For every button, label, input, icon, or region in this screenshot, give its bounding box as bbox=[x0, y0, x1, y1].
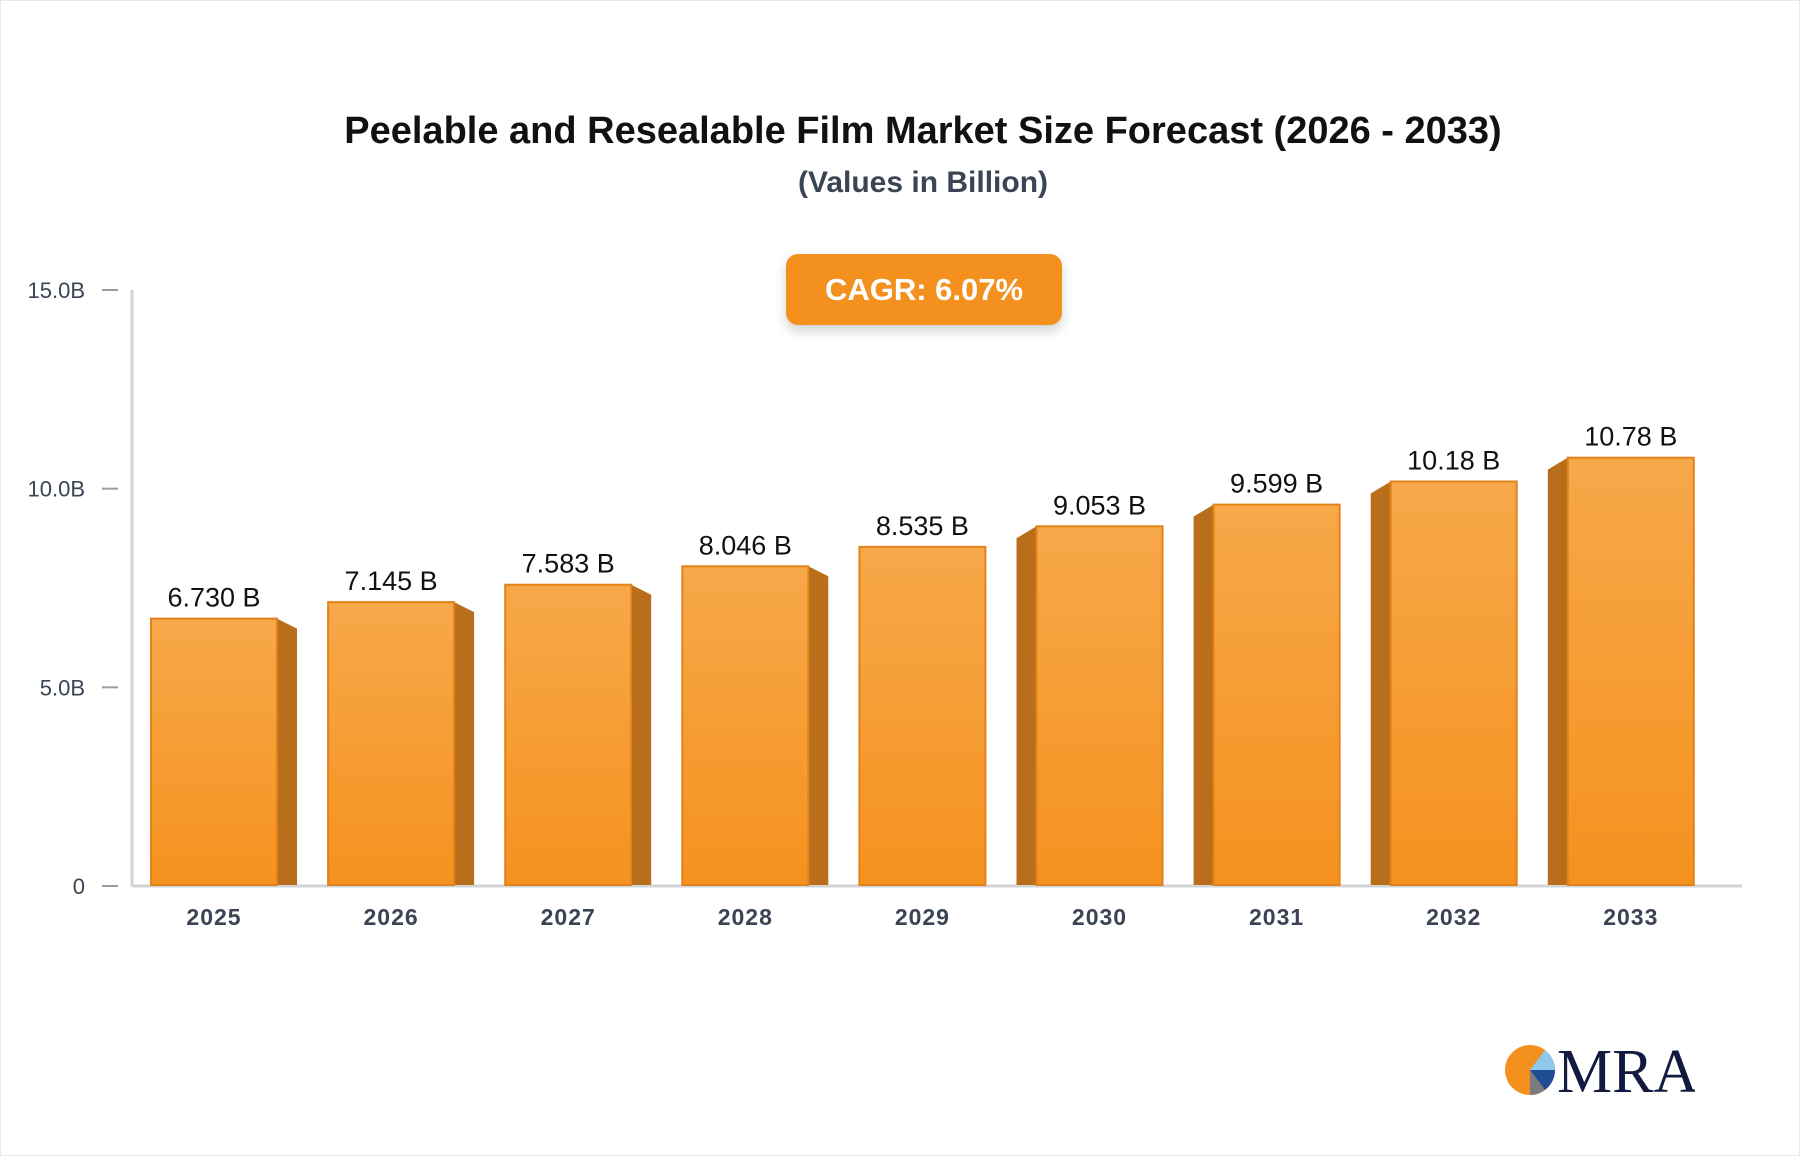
bar-side-face bbox=[1193, 504, 1214, 885]
bar bbox=[1389, 480, 1518, 886]
data-label: 8.535 B bbox=[876, 511, 969, 541]
x-tick-label: 2026 bbox=[364, 904, 419, 930]
bar-side-face bbox=[454, 602, 475, 885]
data-label: 7.145 B bbox=[345, 566, 438, 596]
x-tick-label: 2032 bbox=[1426, 904, 1481, 930]
bar-side-face bbox=[1370, 481, 1391, 885]
cagr-badge: CAGR: 6.07% bbox=[786, 254, 1062, 325]
x-tick-label: 2027 bbox=[541, 904, 596, 930]
x-tick-label: 2028 bbox=[718, 904, 773, 930]
chart-title: Peelable and Resealable Film Market Size… bbox=[344, 110, 1502, 152]
bar bbox=[1212, 503, 1341, 886]
bar-side-face bbox=[1016, 526, 1037, 885]
bar bbox=[327, 601, 456, 886]
bar bbox=[681, 565, 810, 886]
bar bbox=[504, 583, 633, 886]
y-tick-label: 15.0B bbox=[28, 278, 86, 303]
data-label: 7.583 B bbox=[522, 549, 615, 579]
bar-side-face bbox=[1547, 457, 1568, 885]
x-tick-label: 2025 bbox=[186, 904, 241, 930]
bar-group: 10.18 B 2032 bbox=[1370, 446, 1518, 930]
svg-text:MRA: MRA bbox=[1557, 1040, 1695, 1100]
bar bbox=[858, 545, 987, 886]
x-tick-label: 2033 bbox=[1603, 904, 1658, 930]
data-label: 10.78 B bbox=[1584, 422, 1677, 452]
bar-group: 7.145 B 2026 bbox=[327, 566, 475, 930]
bar-group: 8.046 B 2028 bbox=[681, 530, 829, 930]
y-tick-label: 0 bbox=[73, 874, 85, 899]
y-tick-label: 10.0B bbox=[28, 477, 86, 502]
bar-group: 9.053 B 2030 bbox=[1016, 490, 1164, 930]
bar-side-face bbox=[277, 618, 297, 885]
bar-group: 6.730 B 2025 bbox=[150, 583, 297, 930]
y-tick-label: 5.0B bbox=[40, 675, 85, 700]
data-label: 6.730 B bbox=[167, 583, 260, 613]
bar bbox=[1035, 525, 1164, 886]
bar-side-face bbox=[631, 584, 652, 885]
bar-group: 8.535 B 2029 bbox=[858, 511, 987, 930]
x-tick-label: 2030 bbox=[1072, 904, 1127, 930]
x-tick-label: 2031 bbox=[1249, 904, 1304, 930]
bar-side-face bbox=[808, 566, 829, 885]
bar bbox=[150, 617, 278, 886]
data-label: 9.053 B bbox=[1053, 490, 1146, 520]
mra-logo: MRA bbox=[1505, 1038, 1698, 1106]
bar-group: 9.599 B 2031 bbox=[1193, 469, 1341, 930]
data-label: 8.046 B bbox=[699, 530, 792, 560]
x-tick-label: 2029 bbox=[895, 904, 950, 930]
data-label: 10.18 B bbox=[1407, 446, 1500, 476]
data-label: 9.599 B bbox=[1230, 469, 1323, 499]
bar-group: 7.583 B 2027 bbox=[504, 549, 652, 930]
bar bbox=[1566, 456, 1695, 886]
chart-subtitle: (Values in Billion) bbox=[797, 166, 1049, 199]
bar-group: 10.78 B 2033 bbox=[1547, 422, 1695, 930]
